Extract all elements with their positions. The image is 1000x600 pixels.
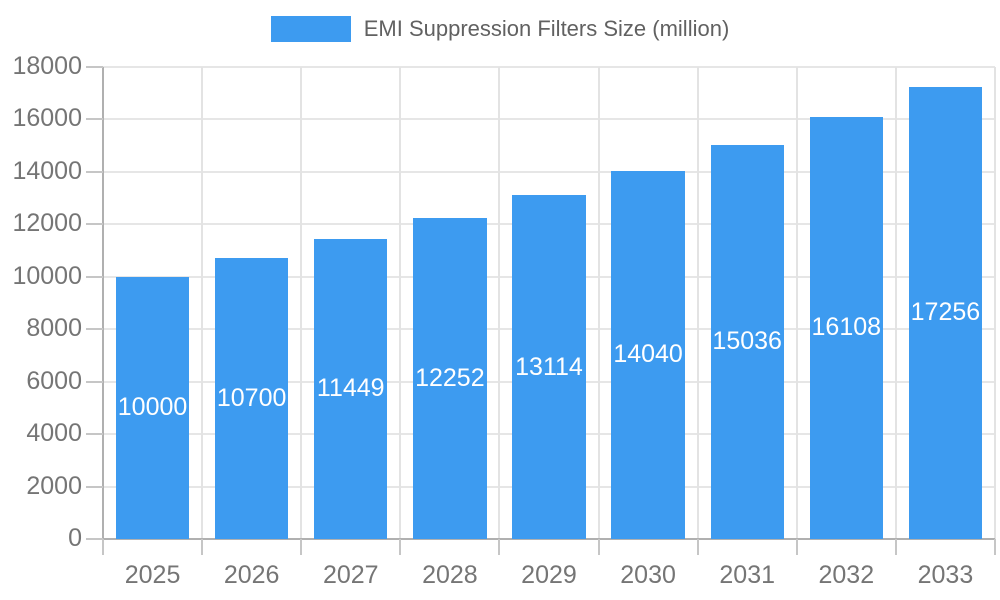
bar-value-label: 17256: [910, 298, 981, 327]
bar-2032[interactable]: 16108: [809, 116, 883, 539]
y-axis-label: 14000: [12, 156, 82, 185]
y-axis-label: 0: [68, 523, 82, 552]
y-axis-label: 4000: [26, 419, 82, 448]
y-axis-tick: [86, 66, 103, 68]
y-axis-label: 16000: [12, 104, 82, 133]
category-band-2030: 14040 2030: [599, 67, 698, 589]
bar-value-label: 12252: [415, 363, 485, 392]
bar-2033[interactable]: 17256: [908, 86, 983, 539]
bar-value-label: 10000: [117, 393, 188, 422]
x-axis-tick: [201, 539, 204, 555]
plot-area: 10000 2025 10700 2026 11449 2027 12252 2028 1311…: [12, 52, 996, 589]
gridline-horizontal: [103, 66, 995, 68]
x-axis-tick: [696, 539, 699, 555]
legend: EMI Suppression Filters Size (million): [0, 13, 1000, 45]
gridline-vertical: [201, 67, 204, 539]
x-axis-label: 2026: [223, 561, 280, 589]
gridline-vertical: [399, 67, 402, 539]
category-band-2033: 17256 2033: [896, 67, 995, 589]
legend-label[interactable]: EMI Suppression Filters Size (million): [363, 16, 730, 41]
bar-2025[interactable]: 10000: [115, 276, 190, 539]
category-band-2028: 12252 2028: [400, 67, 499, 589]
y-axis-label: 18000: [12, 51, 82, 80]
gridline-vertical: [994, 67, 996, 539]
x-axis-tick: [894, 539, 897, 555]
x-axis-label: 2025: [124, 561, 181, 589]
bar-value-label: 10700: [216, 384, 287, 413]
legend-swatch[interactable]: [270, 16, 351, 42]
category-band-2032: 16108 2032: [797, 67, 896, 589]
gridline-vertical: [696, 67, 699, 539]
y-axis-tick: [86, 275, 103, 278]
y-axis-label: 2000: [26, 471, 82, 500]
bar-value-label: 15036: [712, 327, 782, 356]
y-axis-tick: [86, 170, 103, 173]
x-axis-label: 2027: [322, 561, 379, 589]
category-band-2027: 11449 2027: [301, 67, 400, 589]
category-band-2025: 10000 2025: [103, 67, 202, 589]
bar-2029[interactable]: 13114: [512, 195, 586, 539]
gridline-vertical: [795, 67, 798, 539]
category-band-2031: 15036 2031: [698, 67, 797, 589]
y-axis-tick: [86, 485, 103, 488]
y-axis-tick: [86, 223, 103, 226]
category-band-2026: 10700 2026: [202, 67, 301, 589]
x-axis-label: 2032: [818, 561, 875, 589]
category-band-2029: 13114 2029: [499, 67, 598, 589]
x-axis-label: 2030: [620, 561, 676, 589]
bar-2027[interactable]: 11449: [314, 238, 388, 539]
x-axis-tick: [300, 539, 303, 555]
x-axis-label: 2028: [422, 561, 478, 589]
gridline-horizontal: [103, 170, 995, 173]
y-axis-tick: [86, 433, 103, 436]
gridline-vertical: [300, 67, 303, 539]
x-axis-label: 2029: [521, 561, 577, 589]
bar-value-label: 16108: [811, 313, 882, 342]
y-axis-label: 10000: [12, 261, 82, 290]
bar-value-label: 13114: [515, 352, 583, 381]
gridline-vertical: [597, 67, 600, 539]
bar-2030[interactable]: 14040: [611, 170, 685, 539]
x-axis-line: [103, 538, 995, 540]
gridline-horizontal: [103, 118, 995, 121]
gridline-vertical: [498, 67, 501, 539]
x-axis-label: 2031: [719, 561, 776, 589]
x-axis-tick: [795, 539, 798, 555]
x-axis-tick: [102, 539, 104, 555]
y-axis-line: [102, 67, 104, 555]
bar-2026[interactable]: 10700: [214, 258, 289, 539]
y-axis-label: 8000: [26, 314, 82, 343]
y-axis-label: 6000: [26, 366, 82, 395]
x-axis-tick: [498, 539, 501, 555]
y-axis-tick: [86, 118, 103, 121]
x-axis-label: 2033: [917, 561, 974, 589]
bar-2028[interactable]: 12252: [413, 217, 487, 539]
y-axis-label: 12000: [12, 209, 82, 238]
x-axis-tick: [994, 539, 996, 555]
y-axis-tick: [86, 328, 103, 331]
x-axis-tick: [597, 539, 600, 555]
y-axis-tick: [86, 380, 103, 383]
bar-value-label: 11449: [316, 374, 385, 403]
bar-2031[interactable]: 15036: [710, 144, 784, 539]
gridline-vertical: [894, 67, 897, 539]
y-axis-tick: [86, 538, 103, 540]
x-axis-tick: [399, 539, 402, 555]
bar-value-label: 14040: [613, 340, 683, 369]
